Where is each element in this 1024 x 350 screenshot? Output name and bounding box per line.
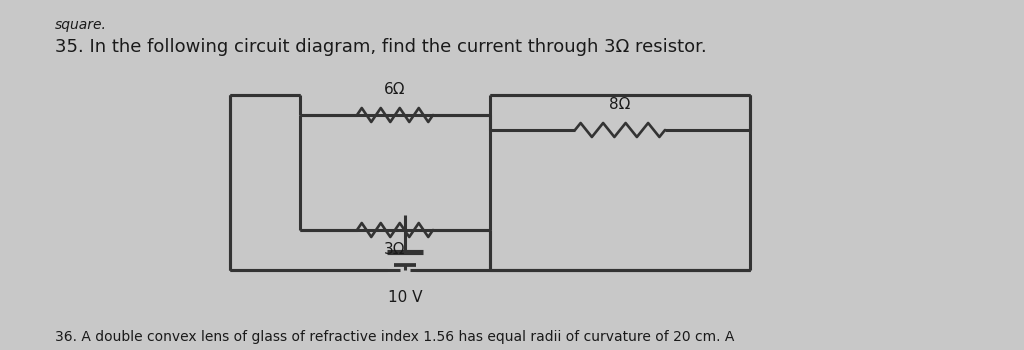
Text: 6Ω: 6Ω bbox=[384, 82, 406, 97]
Text: 3Ω: 3Ω bbox=[384, 242, 406, 257]
Text: 8Ω: 8Ω bbox=[609, 97, 631, 112]
Text: square.: square. bbox=[55, 18, 106, 32]
Text: 35. In the following circuit diagram, find the current through 3Ω resistor.: 35. In the following circuit diagram, fi… bbox=[55, 38, 707, 56]
Text: 36. A double convex lens of glass of refractive index 1.56 has equal radii of cu: 36. A double convex lens of glass of ref… bbox=[55, 330, 734, 344]
Text: 10 V: 10 V bbox=[388, 290, 422, 305]
